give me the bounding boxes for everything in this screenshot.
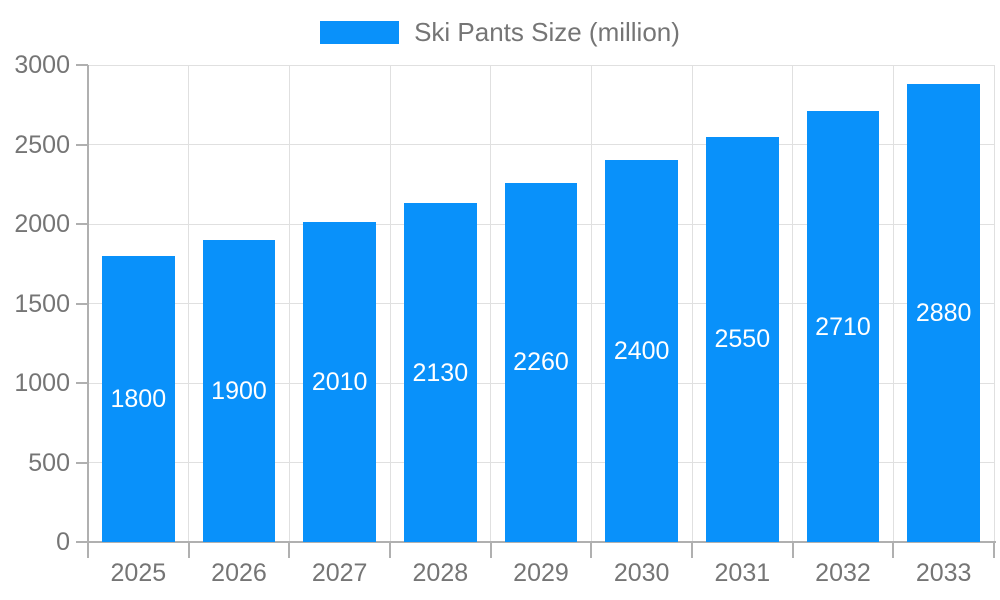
x-axis-tick — [892, 542, 895, 558]
bar[interactable]: 2010 — [303, 222, 376, 542]
x-tick-label: 2030 — [613, 559, 670, 587]
gridline-vertical — [691, 65, 693, 542]
gridline-vertical — [389, 65, 391, 542]
y-axis-tick — [76, 541, 88, 543]
legend[interactable]: Ski Pants Size (million) — [0, 16, 1000, 48]
legend-label: Ski Pants Size (million) — [414, 17, 680, 47]
bar[interactable]: 2130 — [404, 203, 477, 542]
x-tick-label: 2027 — [311, 559, 368, 587]
x-axis-line — [88, 541, 996, 543]
gridline-vertical — [993, 65, 995, 542]
gridline-horizontal — [88, 64, 994, 66]
bar-value-label: 1900 — [211, 376, 267, 405]
x-axis-tick — [187, 542, 190, 558]
bar-value-label: 2130 — [412, 358, 469, 387]
x-tick-label: 2029 — [513, 559, 569, 587]
bar-value-label: 2260 — [513, 348, 569, 377]
bar-value-label: 2400 — [613, 337, 670, 366]
gridline-vertical — [288, 65, 290, 542]
x-tick-label: 2025 — [110, 559, 167, 587]
bar[interactable]: 2880 — [907, 84, 980, 542]
y-axis-line — [87, 65, 89, 558]
x-axis-tick — [489, 542, 492, 558]
bar[interactable]: 1900 — [202, 239, 276, 542]
bar-value-label: 2010 — [311, 368, 368, 397]
x-axis-tick — [791, 542, 794, 558]
y-tick-label: 1500 — [14, 289, 70, 318]
y-axis-tick — [76, 64, 88, 66]
x-tick-label: 2032 — [815, 559, 871, 587]
bar-value-label: 2550 — [714, 325, 771, 354]
x-axis-tick — [288, 542, 291, 558]
bar[interactable]: 2400 — [605, 160, 678, 542]
gridline-vertical — [188, 65, 190, 542]
bar[interactable]: 2260 — [504, 182, 578, 542]
y-axis-tick — [76, 382, 88, 384]
bar[interactable]: 2550 — [706, 136, 779, 542]
y-tick-label: 1000 — [14, 369, 70, 397]
y-tick-label: 2000 — [14, 210, 70, 238]
y-axis-tick — [76, 223, 88, 225]
x-axis-tick — [590, 542, 593, 558]
bar[interactable]: 1800 — [102, 255, 175, 542]
gridline-horizontal — [88, 144, 994, 145]
x-tick-label: 2031 — [714, 559, 771, 587]
bar-value-label: 2880 — [915, 299, 972, 328]
gridline-vertical — [792, 65, 794, 542]
x-axis-tick — [691, 542, 693, 558]
y-axis-tick — [76, 461, 88, 464]
legend-swatch — [320, 20, 400, 44]
y-axis-tick — [76, 302, 88, 305]
x-axis-tick — [389, 542, 391, 558]
x-tick-label: 2033 — [915, 559, 972, 587]
bar[interactable]: 2710 — [806, 111, 880, 542]
x-tick-label: 2026 — [211, 559, 267, 587]
x-tick-label: 2028 — [412, 559, 469, 587]
gridline-vertical — [590, 65, 592, 542]
y-tick-label: 500 — [28, 448, 70, 477]
bar-value-label: 1800 — [110, 384, 167, 413]
y-axis-tick — [76, 143, 88, 146]
gridline-vertical — [892, 65, 894, 542]
y-tick-label: 0 — [56, 528, 70, 556]
y-tick-label: 2500 — [14, 130, 70, 159]
x-axis-tick — [993, 542, 995, 558]
gridline-vertical — [490, 65, 492, 542]
y-tick-label: 3000 — [14, 51, 70, 79]
bar-value-label: 2710 — [815, 312, 871, 341]
